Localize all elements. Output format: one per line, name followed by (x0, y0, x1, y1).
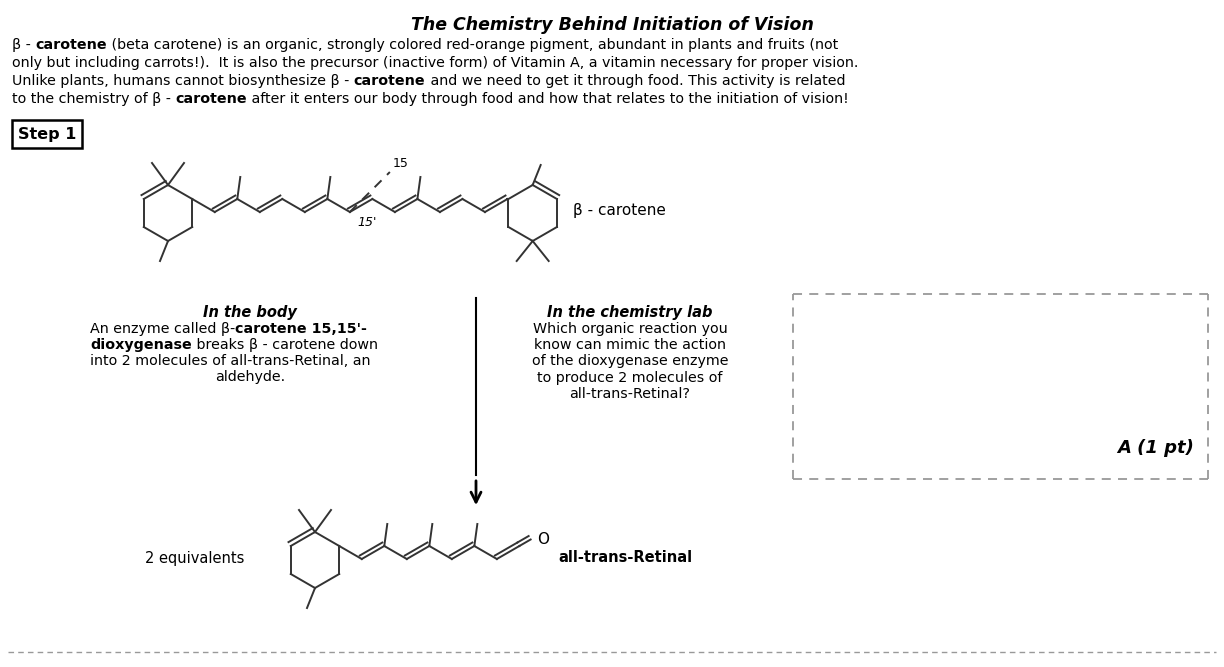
Text: aldehyde.: aldehyde. (215, 370, 285, 384)
Text: (beta carotene) is an organic, strongly colored red-orange pigment, abundant in : (beta carotene) is an organic, strongly … (106, 38, 838, 52)
Text: Unlike plants, humans cannot biosynthesize β -: Unlike plants, humans cannot biosynthesi… (12, 74, 354, 88)
Text: 15': 15' (357, 216, 377, 229)
Text: into 2 molecules of all-trans-Retinal, an: into 2 molecules of all-trans-Retinal, a… (91, 354, 371, 368)
Text: A (1 pt): A (1 pt) (1118, 439, 1193, 457)
Text: only but including carrots!).  It is also the precursor (inactive form) of Vitam: only but including carrots!). It is also… (12, 56, 858, 70)
Text: carotene: carotene (35, 38, 106, 52)
Text: In the body: In the body (203, 305, 297, 320)
Text: O: O (536, 532, 548, 547)
Text: β -: β - (12, 38, 35, 52)
Text: β - carotene: β - carotene (573, 203, 666, 217)
Text: Step 1: Step 1 (18, 127, 76, 141)
Bar (12, 120, 82, 148)
Text: after it enters our body through food and how that relates to the initiation of : after it enters our body through food an… (247, 92, 849, 106)
Text: to the chemistry of β -: to the chemistry of β - (12, 92, 175, 106)
Text: 15: 15 (393, 157, 409, 170)
Text: carotene 15,15'-: carotene 15,15'- (235, 322, 367, 336)
Text: breaks β - carotene down: breaks β - carotene down (192, 338, 378, 352)
Text: and we need to get it through food. This activity is related: and we need to get it through food. This… (426, 74, 845, 88)
Text: 2 equivalents: 2 equivalents (146, 550, 245, 566)
Text: carotene: carotene (175, 92, 247, 106)
Text: Which organic reaction you
know can mimic the action
of the dioxygenase enzyme
t: Which organic reaction you know can mimi… (531, 322, 728, 401)
Text: carotene: carotene (354, 74, 426, 88)
Text: dioxygenase: dioxygenase (91, 338, 192, 352)
Text: In the chemistry lab: In the chemistry lab (547, 305, 712, 320)
Text: An enzyme called β-: An enzyme called β- (91, 322, 235, 336)
Text: The Chemistry Behind Initiation of Vision: The Chemistry Behind Initiation of Visio… (410, 16, 814, 34)
Text: all-trans-Retinal: all-trans-Retinal (558, 550, 693, 566)
